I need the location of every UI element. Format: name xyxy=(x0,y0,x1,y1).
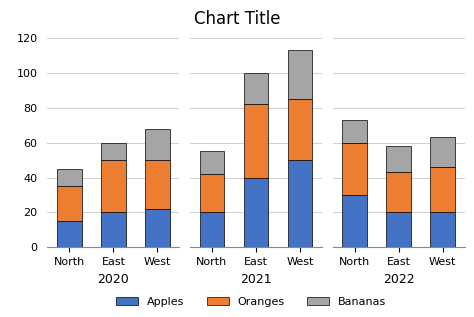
X-axis label: 2020: 2020 xyxy=(98,273,129,286)
Bar xyxy=(200,212,224,247)
Bar xyxy=(146,129,170,160)
Bar xyxy=(288,160,312,247)
Bar xyxy=(101,160,126,212)
Bar xyxy=(288,99,312,160)
Bar xyxy=(244,104,268,178)
X-axis label: 2022: 2022 xyxy=(383,273,414,286)
Bar xyxy=(200,152,224,174)
Bar xyxy=(101,212,126,247)
Bar xyxy=(57,221,82,247)
Legend: Apples, Oranges, Bananas: Apples, Oranges, Bananas xyxy=(111,293,391,311)
X-axis label: 2021: 2021 xyxy=(240,273,272,286)
Bar xyxy=(430,212,455,247)
Bar xyxy=(342,120,366,143)
Bar xyxy=(146,160,170,209)
Bar xyxy=(386,172,410,212)
Bar xyxy=(57,169,82,186)
Bar xyxy=(342,143,366,195)
Text: Chart Title: Chart Title xyxy=(194,10,280,28)
Bar xyxy=(386,146,410,172)
Bar xyxy=(430,167,455,212)
Bar xyxy=(57,186,82,221)
Bar xyxy=(430,138,455,167)
Bar xyxy=(342,195,366,247)
Bar xyxy=(386,212,410,247)
Bar xyxy=(101,143,126,160)
Bar xyxy=(146,209,170,247)
Bar xyxy=(244,178,268,247)
Bar xyxy=(244,73,268,104)
Bar xyxy=(288,50,312,99)
Bar xyxy=(200,174,224,212)
